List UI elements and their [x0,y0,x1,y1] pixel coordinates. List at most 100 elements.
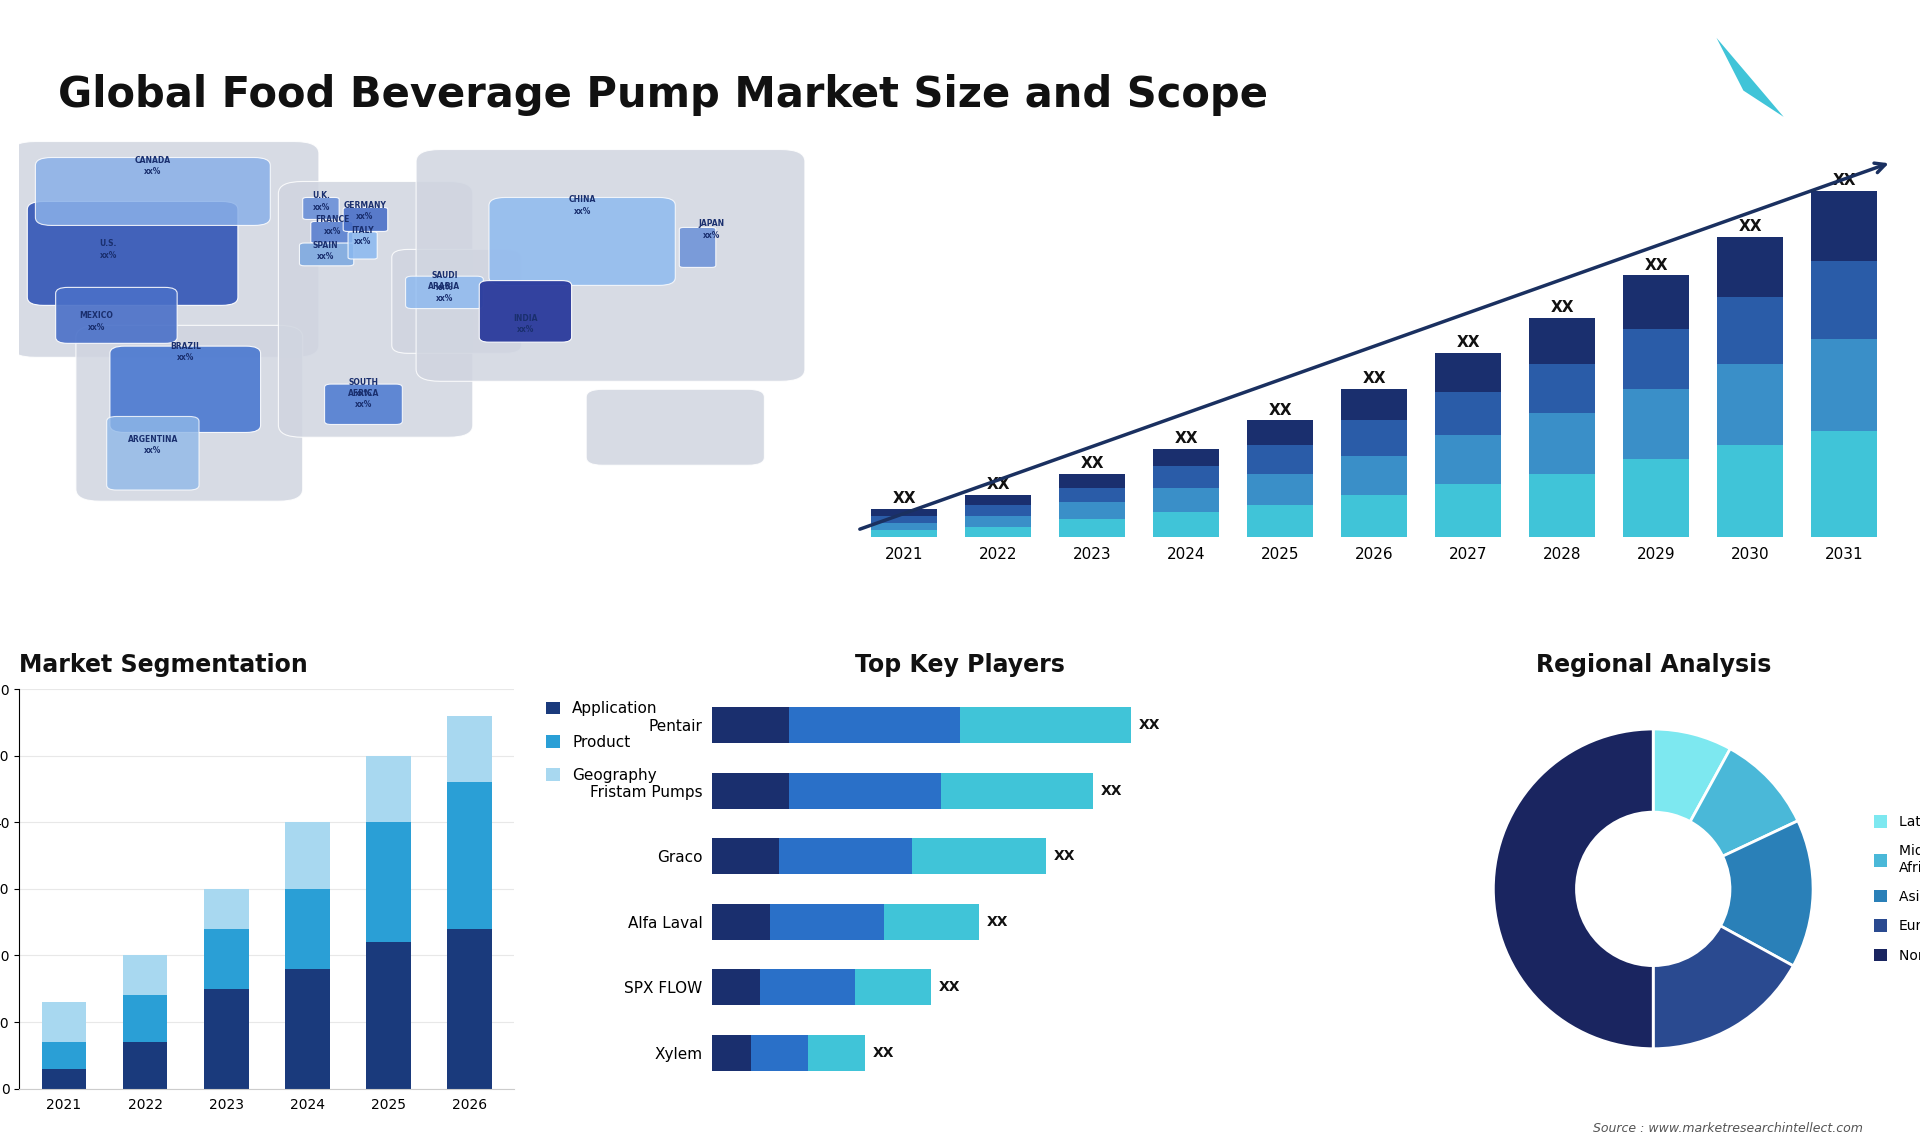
Bar [712,970,760,1005]
Text: MEXICO: MEXICO [79,312,113,321]
Bar [1154,466,1219,488]
Bar [912,838,1046,874]
Bar [1811,190,1878,261]
FancyBboxPatch shape [56,288,177,344]
Bar [966,526,1031,537]
FancyBboxPatch shape [35,157,271,226]
Bar [284,823,330,889]
Bar [789,772,941,809]
Text: JAPAN: JAPAN [699,219,726,228]
Bar [712,772,789,809]
Text: XX: XX [1457,336,1480,351]
Bar [1718,297,1784,364]
Bar [1436,434,1501,484]
Bar [941,772,1092,809]
Bar [1436,484,1501,537]
Bar [872,531,937,537]
Text: CHINA: CHINA [568,196,595,204]
Bar [284,889,330,968]
FancyBboxPatch shape [417,149,804,382]
Bar [770,903,883,940]
Text: xx%: xx% [100,251,117,260]
Text: XX: XX [1834,173,1857,188]
Bar [872,523,937,531]
Text: SPAIN: SPAIN [313,241,338,250]
Bar [1154,512,1219,537]
Bar [1154,488,1219,512]
Polygon shape [1649,38,1743,117]
Bar [367,942,411,1089]
Bar [42,1002,86,1042]
FancyBboxPatch shape [480,281,572,343]
Wedge shape [1653,926,1793,1049]
FancyBboxPatch shape [278,181,472,438]
Bar [447,783,492,929]
Text: xx%: xx% [703,230,720,240]
Bar [808,1035,864,1070]
Bar [712,838,780,874]
Text: XX: XX [1175,431,1198,446]
Bar [872,516,937,523]
FancyBboxPatch shape [490,197,676,285]
Bar [1811,431,1878,537]
Text: xx%: xx% [355,400,372,409]
Text: INTELLECT: INTELLECT [1797,93,1851,102]
Text: RESEARCH: RESEARCH [1797,66,1851,76]
Text: XX: XX [1139,719,1160,732]
Text: XX: XX [1054,849,1075,863]
FancyBboxPatch shape [77,325,303,501]
FancyBboxPatch shape [311,221,353,243]
Bar [1436,353,1501,392]
Bar [1342,421,1407,456]
Text: xx%: xx% [88,322,106,331]
Text: xx%: xx% [177,353,194,362]
Bar [1811,339,1878,431]
Text: U.S.: U.S. [100,240,117,249]
Polygon shape [1716,38,1784,117]
FancyBboxPatch shape [12,141,319,358]
Text: XX: XX [1081,456,1104,471]
Text: Market Segmentation: Market Segmentation [19,653,307,677]
Text: XX: XX [987,477,1010,492]
Bar [712,1035,751,1070]
Legend: Application, Product, Geography: Application, Product, Geography [541,697,662,787]
Text: xx%: xx% [324,227,342,236]
Bar [966,495,1031,505]
FancyBboxPatch shape [300,243,353,266]
Bar [1624,460,1690,537]
Text: xx%: xx% [353,237,371,246]
Bar [367,823,411,942]
Bar [1248,421,1313,445]
Text: xx%: xx% [355,390,372,399]
Bar [966,505,1031,516]
Wedge shape [1653,729,1730,822]
Text: FRANCE: FRANCE [315,215,349,225]
Bar [780,838,912,874]
Text: XX: XX [987,915,1008,928]
Text: XX: XX [872,1045,895,1060]
Text: xx%: xx% [516,325,534,335]
FancyBboxPatch shape [324,384,403,424]
Text: ITALY: ITALY [351,226,374,235]
Bar [123,996,167,1042]
Bar [1718,364,1784,445]
Bar [1342,388,1407,421]
Bar [760,970,854,1005]
Title: Top Key Players: Top Key Players [854,653,1066,677]
Text: XX: XX [893,490,916,507]
Bar [1060,488,1125,502]
Text: xx%: xx% [317,252,334,261]
Bar [1811,261,1878,339]
Bar [367,755,411,823]
FancyBboxPatch shape [586,390,764,465]
Text: xx%: xx% [144,447,161,455]
Bar [1530,473,1596,537]
Bar [1248,505,1313,537]
Text: XX: XX [1551,300,1574,315]
Bar [1530,364,1596,414]
FancyBboxPatch shape [27,202,238,305]
FancyBboxPatch shape [108,416,200,490]
Bar [1248,445,1313,473]
Text: ARGENTINA: ARGENTINA [127,435,179,445]
Bar [1342,456,1407,495]
